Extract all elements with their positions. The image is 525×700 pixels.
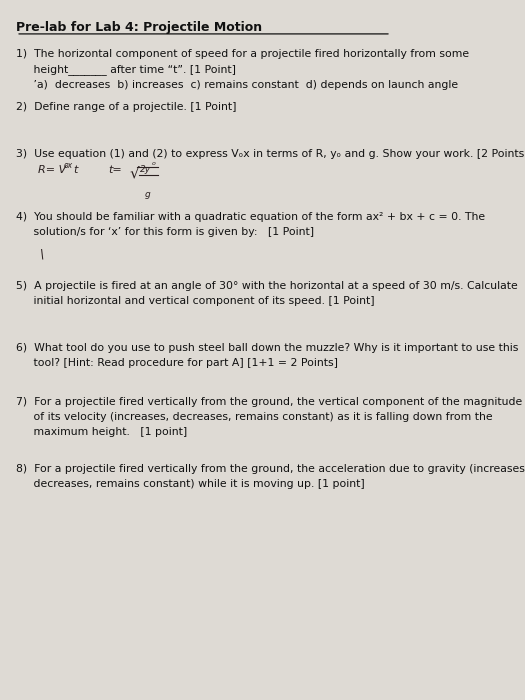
Text: 8)  For a projectile fired vertically from the ground, the acceleration due to g: 8) For a projectile fired vertically fro… xyxy=(16,464,525,474)
Text: √: √ xyxy=(130,165,140,181)
Text: R= V: R= V xyxy=(38,165,66,175)
Text: Pre-lab for Lab 4: Projectile Motion: Pre-lab for Lab 4: Projectile Motion xyxy=(16,22,262,34)
Text: initial horizontal and vertical component of its speed. [1 Point]: initial horizontal and vertical componen… xyxy=(16,296,375,306)
Text: ox: ox xyxy=(63,161,72,170)
Text: ’a)  decreases  b) increases  c) remains constant  d) depends on launch angle: ’a) decreases b) increases c) remains co… xyxy=(16,80,458,90)
Text: height_______ after time “t”. [1 Point]: height_______ after time “t”. [1 Point] xyxy=(16,64,236,75)
Text: 5)  A projectile is fired at an angle of 30° with the horizontal at a speed of 3: 5) A projectile is fired at an angle of … xyxy=(16,281,518,290)
Text: maximum height.   [1 point]: maximum height. [1 point] xyxy=(16,428,187,438)
Text: t=: t= xyxy=(108,165,122,175)
Text: 7)  For a projectile fired vertically from the ground, the vertical component of: 7) For a projectile fired vertically fro… xyxy=(16,397,522,407)
Text: 1)  The horizontal component of speed for a projectile fired horizontally from s: 1) The horizontal component of speed for… xyxy=(16,49,469,59)
Text: decreases, remains constant) while it is moving up. [1 point]: decreases, remains constant) while it is… xyxy=(16,480,365,489)
Text: 2y: 2y xyxy=(140,165,151,174)
Text: \: \ xyxy=(40,248,44,260)
Text: 2)  Define range of a projectile. [1 Point]: 2) Define range of a projectile. [1 Poin… xyxy=(16,102,237,113)
Text: of its velocity (increases, decreases, remains constant) as it is falling down f: of its velocity (increases, decreases, r… xyxy=(16,412,493,422)
Text: g: g xyxy=(145,190,151,199)
Text: 6)  What tool do you use to push steel ball down the muzzle? Why is it important: 6) What tool do you use to push steel ba… xyxy=(16,343,519,353)
Text: 4)  You should be familiar with a quadratic equation of the form ax² + bx + c = : 4) You should be familiar with a quadrat… xyxy=(16,211,485,222)
Text: tool? [Hint: Read procedure for part A] [1+1 = 2 Points]: tool? [Hint: Read procedure for part A] … xyxy=(16,358,338,368)
Text: solution/s for ‘x’ for this form is given by:   [1 Point]: solution/s for ‘x’ for this form is give… xyxy=(16,227,314,237)
Text: o: o xyxy=(152,161,155,166)
Text: 3)  Use equation (1) and (2) to express Vₒx in terms of R, yₒ and g. Show your w: 3) Use equation (1) and (2) to express V… xyxy=(16,149,525,160)
Text: t: t xyxy=(74,165,78,175)
